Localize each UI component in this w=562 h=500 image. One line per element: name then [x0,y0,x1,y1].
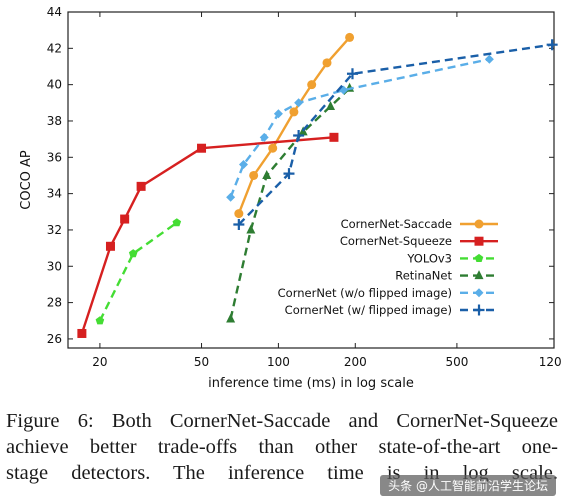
data-point-cornernet-saccade [307,80,317,90]
data-point-cornernet-squeeze [105,241,115,251]
series-line-cornernet-saccade [237,36,351,215]
data-point-cornernet-squeeze [120,214,130,224]
series-cornernet-squeeze [77,132,339,338]
data-point-cornernet-saccade [345,32,355,42]
legend-label: CornerNet (w/ flipped image) [285,303,452,317]
data-point-yolov3 [128,249,138,258]
data-point-cornernet-w-flipped-image [346,68,358,80]
axis-ticks: 20 50 100 200 500 1200 26 28 30 32 34 36 38 40 42 44 [47,5,562,369]
x-tick-label: 500 [445,355,468,369]
series-cornernet-w-o-flipped-image [226,54,494,202]
series-line-yolov3 [98,221,178,322]
data-point-cornernet-squeeze [197,143,207,153]
series-cornernet-saccade [234,32,355,219]
data-point-cornernet-w-o-flipped-image [484,54,494,64]
data-point-cornernet-w-o-flipped-image [259,132,269,142]
series-line-retinanet [229,87,351,320]
legend-label: RetinaNet [395,269,452,283]
data-point-cornernet-w-o-flipped-image [239,160,249,170]
y-tick-label: 40 [47,78,62,92]
y-tick-label: 30 [47,259,62,273]
data-point-cornernet-saccade [268,143,278,153]
watermark: 头条 @人工智能前沿学生论坛 [380,475,556,496]
x-tick-label: 1200 [539,355,562,369]
y-tick-label: 28 [47,296,62,310]
data-point-cornernet-squeeze [77,328,87,338]
data-point-retinanet [226,313,236,323]
x-tick-label: 100 [267,355,290,369]
legend: CornerNet-Saccade CornerNet-Squeeze YOLOv3… [278,217,498,317]
y-tick-label: 38 [47,114,62,128]
data-point-cornernet-squeeze [136,181,146,191]
legend-marker-cornernet-saccade [474,219,484,229]
legend-marker-retinanet [474,270,484,280]
x-tick-label: 20 [92,355,107,369]
y-tick-label: 34 [47,187,62,201]
legend-marker-cornernet-squeeze [474,236,484,246]
data-point-cornernet-w-flipped-image [293,130,305,142]
legend-marker-cornernet-w-o-flipped-image [474,288,484,298]
data-point-cornernet-w-flipped-image [233,218,245,230]
data-point-cornernet-squeeze [329,132,339,142]
data-point-retinanet [246,224,256,234]
data-point-cornernet-saccade [234,209,244,219]
caption-line: achieve better trade-offs than other sta… [6,436,558,458]
legend-marker-cornernet-w-flipped-image [473,304,485,316]
data-point-cornernet-saccade [289,107,299,117]
data-point-cornernet-w-flipped-image [283,168,295,180]
legend-label: CornerNet-Squeeze [340,234,452,248]
caption-line: Figure 6: Both CornerNet-Saccade and Cor… [6,410,558,432]
y-axis-label: COCO AP [19,150,34,210]
legend-label: YOLOv3 [406,251,452,265]
series-cornernet-w-flipped-image [233,39,558,230]
data-point-yolov3 [95,316,105,325]
data-point-retinanet [262,169,272,179]
y-tick-label: 26 [47,332,62,346]
data-point-cornernet-saccade [322,58,332,68]
y-tick-label: 32 [47,223,62,237]
data-point-cornernet-w-o-flipped-image [273,109,283,119]
data-point-cornernet-w-o-flipped-image [294,98,304,108]
series-layer [77,32,558,338]
data-point-cornernet-saccade [249,170,259,180]
x-axis-label: inference time (ms) in log scale [208,376,414,391]
legend-marker-yolov3 [474,253,484,262]
y-tick-label: 36 [47,150,62,164]
plot-frame [67,11,555,349]
data-point-retinanet [326,100,336,110]
y-tick-label: 44 [47,5,62,19]
legend-label: CornerNet (w/o flipped image) [278,286,452,300]
series-yolov3 [95,218,182,325]
data-point-cornernet-w-o-flipped-image [226,192,236,202]
series-line-cornernet-w-flipped-image [237,43,553,226]
data-point-yolov3 [172,218,182,227]
series-line-cornernet-squeeze [80,136,334,334]
x-tick-label: 200 [344,355,367,369]
series-retinanet [226,82,355,323]
legend-label: CornerNet-Saccade [341,217,452,231]
data-point-cornernet-w-flipped-image [546,39,558,51]
y-tick-label: 42 [47,41,62,55]
x-tick-label: 50 [194,355,209,369]
